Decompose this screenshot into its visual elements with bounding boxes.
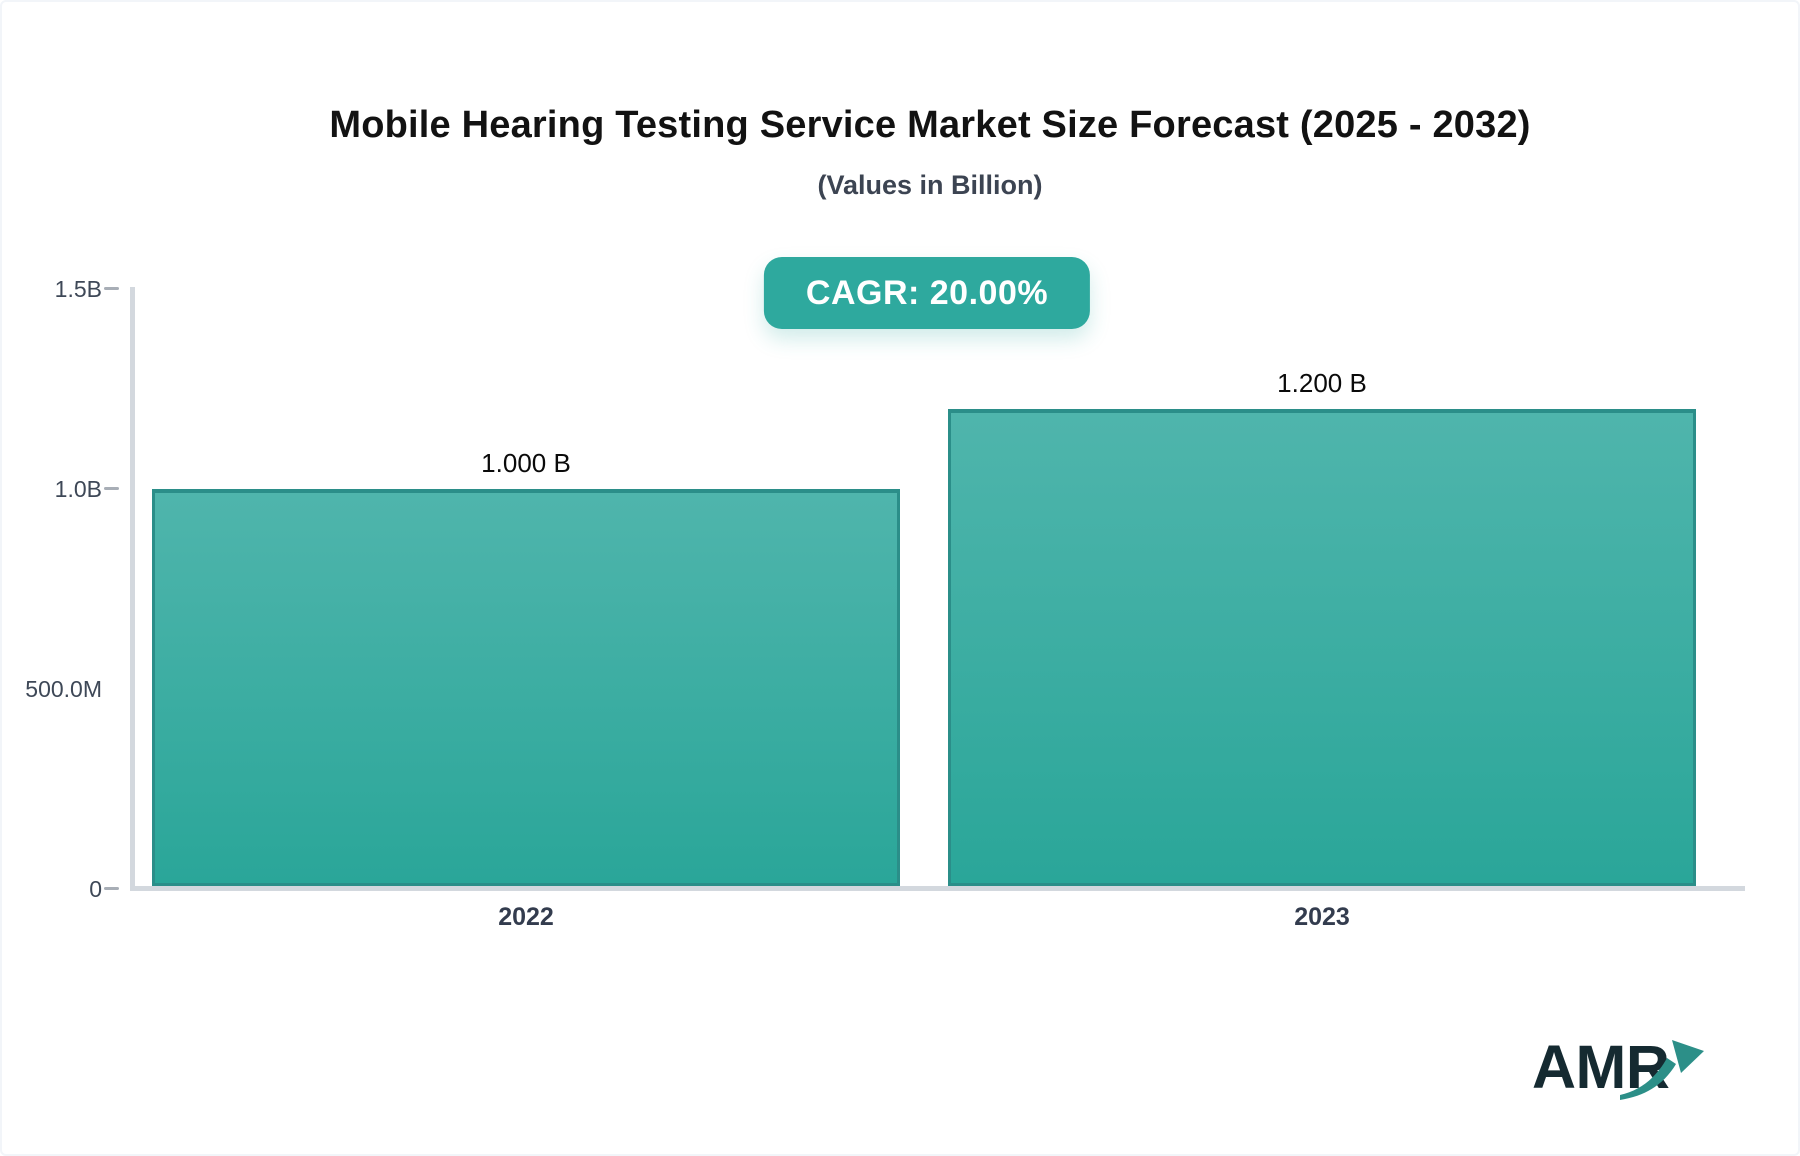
y-axis-tick-label: 500.0M (25, 676, 102, 702)
y-tick-mark (104, 287, 119, 290)
bar-2022[interactable] (152, 489, 900, 886)
x-axis-line (130, 886, 1745, 891)
y-tick-mark (104, 887, 119, 890)
y-axis-tick-label: 1.0B (54, 476, 102, 502)
y-axis-tick-label: 0 (89, 876, 102, 902)
cagr-badge: CAGR: 20.00% (763, 257, 1091, 329)
chart-title: Mobile Hearing Testing Service Market Si… (329, 104, 1531, 146)
y-axis-tick-label: 1.5B (54, 276, 102, 302)
bar-value-label: 1.000 B (481, 448, 571, 478)
x-axis-label: 2023 (1294, 903, 1350, 931)
x-axis-label: 2022 (498, 903, 554, 931)
bar-value-label: 1.200 B (1277, 368, 1367, 398)
chart-subtitle: (Values in Billion) (817, 170, 1043, 200)
bar-2023[interactable] (948, 409, 1696, 886)
trend-up-arrow-icon (1620, 1040, 1704, 1100)
y-axis-line (130, 287, 135, 891)
y-tick-mark (104, 487, 119, 490)
